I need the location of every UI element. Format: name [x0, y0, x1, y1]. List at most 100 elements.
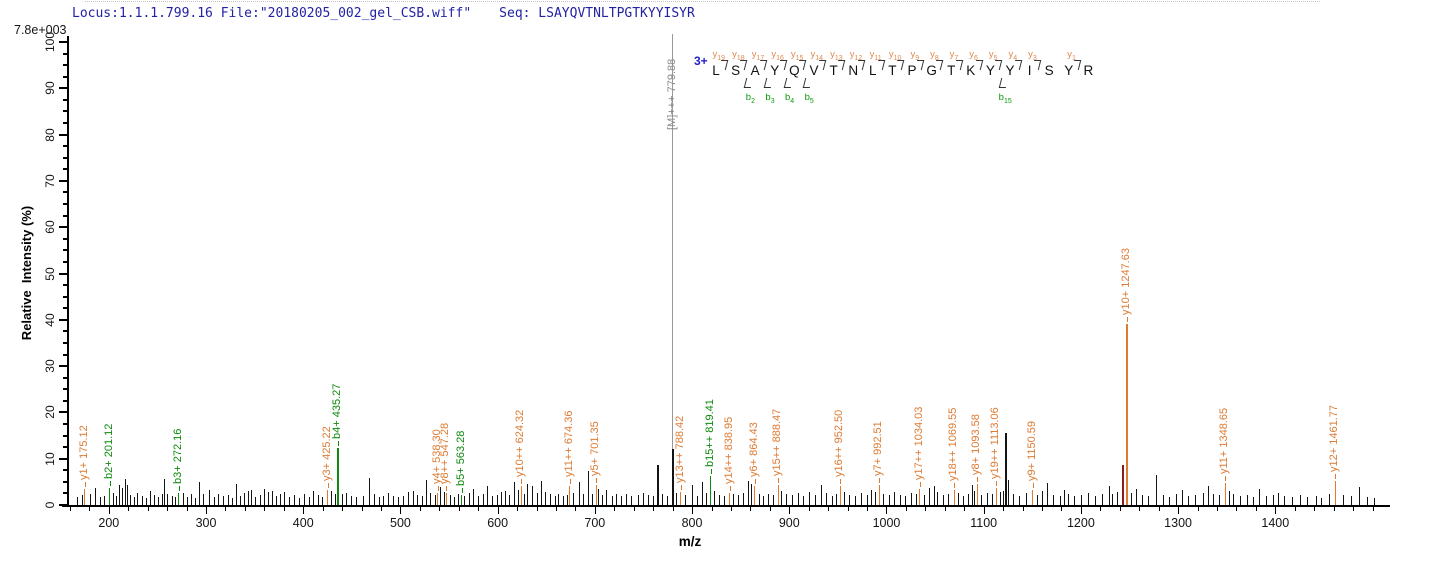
peak — [815, 494, 816, 505]
peak — [582, 493, 584, 505]
peak — [388, 492, 390, 505]
b-ion-label: b4 — [784, 92, 795, 105]
y-tick-label: 90 — [43, 81, 57, 95]
peak — [836, 493, 838, 505]
peak-label-tick — [327, 483, 329, 489]
peak — [239, 495, 241, 505]
peak — [527, 483, 529, 505]
residue-letter: Y — [1064, 63, 1074, 78]
y-tick — [63, 191, 68, 194]
peak-label: y9+ 1150.59 — [1025, 421, 1038, 482]
x-tick-label: 1400 — [1261, 516, 1290, 530]
peak — [235, 483, 237, 505]
peak — [723, 495, 725, 505]
peak — [1005, 433, 1008, 505]
peak-label: y13++ 788.42 — [673, 415, 686, 484]
y-tick — [63, 156, 68, 159]
x-tick — [89, 507, 91, 511]
peak — [1202, 492, 1204, 505]
peak — [743, 492, 745, 505]
x-tick — [575, 507, 577, 511]
peak — [443, 492, 445, 505]
x-tick — [1333, 507, 1335, 511]
peak — [1212, 493, 1214, 505]
peak — [407, 492, 409, 505]
x-tick — [322, 507, 324, 511]
y-ion-label: y3 — [1028, 49, 1037, 62]
peak — [1156, 475, 1158, 505]
y-tick — [59, 272, 68, 275]
peak — [697, 495, 699, 505]
peak — [517, 490, 519, 505]
peak — [937, 492, 939, 505]
peak — [487, 486, 489, 505]
peak — [911, 492, 913, 505]
peak — [214, 496, 216, 505]
b-ion-mark — [763, 78, 774, 88]
y-tick — [59, 87, 68, 90]
peak — [750, 483, 752, 505]
peak — [244, 492, 246, 505]
peak — [501, 492, 503, 505]
peak-label: y10++ 624.32 — [514, 410, 527, 478]
peak — [445, 492, 447, 505]
peak-label: y8+ 1093.58 — [970, 413, 983, 475]
peak — [1067, 493, 1069, 505]
x-tick — [1294, 507, 1296, 511]
peak — [1101, 493, 1103, 505]
peak — [671, 449, 674, 505]
peak — [710, 476, 712, 505]
peak — [1229, 491, 1231, 505]
peak — [933, 485, 935, 505]
y-tick — [63, 249, 68, 252]
y-tick — [63, 260, 68, 263]
residue-letter: S — [1044, 63, 1054, 78]
y-ion-label: y15 — [790, 49, 804, 62]
y-tick — [63, 469, 68, 472]
y-ion-label: y17 — [751, 49, 765, 62]
precursor-label: [M]+++ 779.88 — [665, 58, 678, 130]
x-tick — [303, 507, 305, 514]
peak — [303, 493, 305, 505]
y-tick — [63, 330, 68, 333]
peak-label-tick — [996, 481, 998, 487]
peak — [738, 494, 740, 505]
x-tick — [381, 507, 382, 511]
peak — [1175, 493, 1177, 505]
peak — [923, 494, 925, 505]
peak — [1141, 494, 1143, 505]
residue-letter: L — [712, 63, 720, 78]
peak-label: y7+ 992.51 — [872, 420, 885, 476]
peak — [1195, 494, 1197, 505]
x-tick — [1042, 507, 1043, 511]
peak — [356, 496, 358, 505]
peak — [598, 489, 600, 505]
peak — [163, 479, 165, 505]
peak — [883, 493, 885, 505]
peak — [602, 494, 604, 505]
b-ion-mark — [783, 78, 793, 88]
peak-label-tick — [461, 487, 463, 493]
peak-label-tick — [1032, 483, 1034, 489]
residue-letter: P — [907, 63, 917, 78]
x-tick — [1197, 507, 1199, 511]
x-tick — [1100, 507, 1102, 511]
peak-label: y18++ 1069.55 — [947, 407, 960, 482]
x-tick — [283, 507, 285, 511]
y-tick-label: 100 — [43, 31, 57, 53]
peak-label: y11++ 674.36 — [562, 410, 575, 477]
peak-label-tick — [778, 477, 780, 483]
peak-label-tick — [954, 483, 956, 489]
x-tick — [361, 507, 363, 511]
y-tick — [63, 203, 68, 206]
y-tick — [63, 388, 68, 391]
residue-letter: T — [947, 63, 956, 78]
peak — [595, 484, 597, 505]
peak — [393, 495, 395, 505]
x-tick — [419, 507, 421, 511]
peak — [1135, 489, 1137, 505]
peak — [626, 493, 628, 505]
precursor-guide-line — [672, 34, 673, 505]
peak — [1283, 495, 1285, 505]
